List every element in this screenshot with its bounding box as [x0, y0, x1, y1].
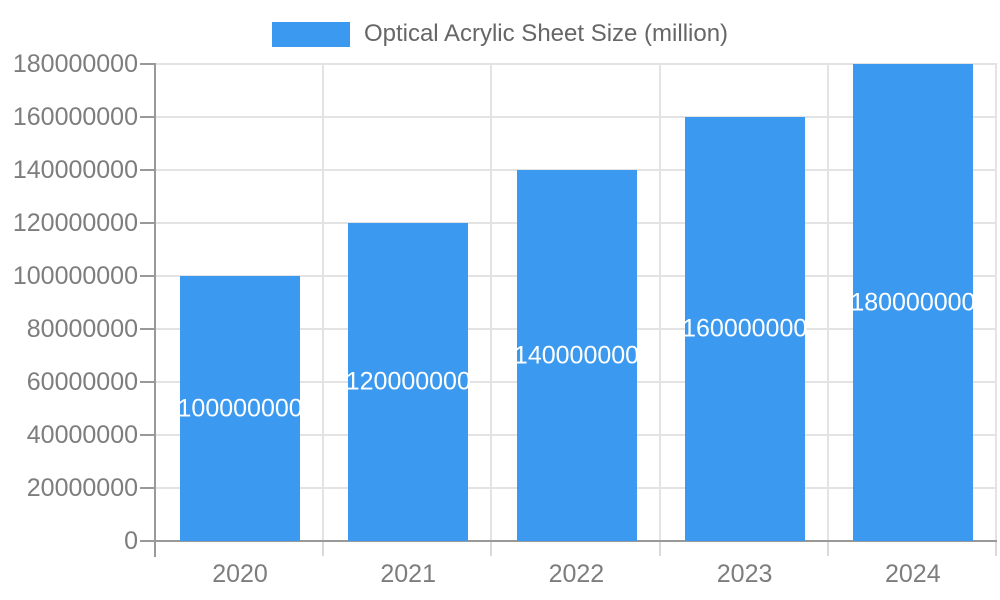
bar[interactable]: 120000000: [345, 223, 471, 541]
x-axis-tick-label: 2022: [548, 560, 605, 588]
y-axis-line: [154, 64, 156, 557]
y-axis-tick: [140, 63, 156, 65]
legend-swatch-icon: [271, 21, 350, 47]
x-axis-tick-label: 2023: [716, 560, 773, 588]
y-axis-tick: [140, 275, 156, 277]
y-axis-tick-label: 0: [124, 527, 138, 555]
x-gridline: [995, 64, 997, 541]
x-axis-tick: [322, 542, 325, 556]
y-axis-tick-label: 160000000: [12, 103, 138, 131]
legend[interactable]: Optical Acrylic Sheet Size (million): [0, 21, 1000, 47]
x-axis-tick-label: 2020: [212, 560, 268, 588]
y-axis-tick: [140, 434, 156, 436]
bar-value-label: 100000000: [177, 394, 303, 422]
y-axis-tick: [140, 222, 156, 224]
bar[interactable]: 100000000: [177, 276, 303, 541]
bar[interactable]: 180000000: [850, 64, 976, 541]
y-axis-tick-label: 140000000: [12, 156, 138, 184]
bar-value-label: 140000000: [513, 341, 640, 369]
x-axis-tick-label: 2021: [380, 560, 436, 588]
bar[interactable]: 160000000: [682, 117, 808, 541]
x-gridline: [322, 64, 325, 541]
legend-label: Optical Acrylic Sheet Size (million): [363, 20, 729, 47]
y-axis-tick-label: 20000000: [26, 474, 138, 502]
bar-value-label: 180000000: [850, 288, 976, 316]
x-axis-tick: [995, 542, 997, 556]
bar-value-label: 160000000: [682, 314, 808, 343]
y-axis-tick: [140, 381, 156, 383]
y-axis-tick-label: 40000000: [26, 421, 138, 449]
y-axis-tick: [140, 487, 156, 489]
bar[interactable]: 140000000: [513, 170, 640, 541]
y-gridline: [156, 63, 997, 65]
x-axis-line: [140, 540, 997, 542]
x-axis-tick-label: 2024: [884, 560, 941, 588]
x-gridline: [490, 64, 493, 541]
y-axis-tick-label: 120000000: [12, 209, 138, 237]
bar-value-label: 120000000: [345, 367, 471, 396]
y-gridline: [156, 116, 997, 118]
x-axis-tick: [490, 542, 493, 556]
y-axis-tick-label: 180000000: [12, 50, 138, 78]
x-axis-tick: [658, 542, 661, 556]
y-axis-tick: [140, 328, 156, 330]
x-axis-tick: [826, 542, 829, 556]
y-axis-tick: [140, 169, 156, 171]
x-gridline: [658, 64, 661, 541]
y-axis-tick-label: 60000000: [26, 368, 138, 396]
x-gridline: [826, 64, 829, 541]
y-axis-tick: [140, 116, 156, 118]
y-axis-tick-label: 100000000: [12, 262, 138, 290]
y-axis-tick-label: 80000000: [26, 315, 138, 343]
